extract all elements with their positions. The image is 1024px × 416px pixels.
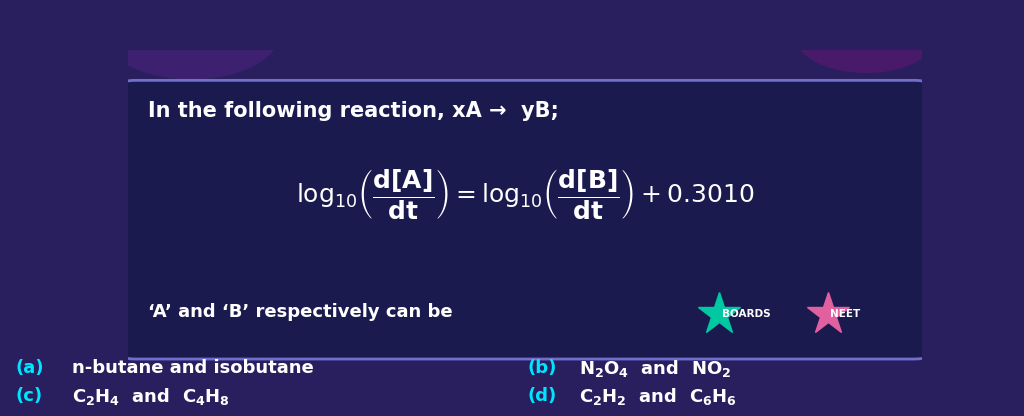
FancyBboxPatch shape [116, 80, 934, 359]
Text: In the following reaction, xA →  yB;: In the following reaction, xA → yB; [147, 101, 559, 121]
Text: (b): (b) [527, 359, 557, 377]
Text: (d): (d) [527, 387, 557, 405]
Text: BOARDS: BOARDS [722, 309, 770, 319]
Text: n-butane and isobutane: n-butane and isobutane [72, 359, 313, 377]
Text: $\mathbf{C_2H_4}$  and  $\mathbf{C_4H_8}$: $\mathbf{C_2H_4}$ and $\mathbf{C_4H_8}$ [72, 386, 229, 406]
Text: $\mathbf{C_2H_2}$  and  $\mathbf{C_6H_6}$: $\mathbf{C_2H_2}$ and $\mathbf{C_6H_6}$ [579, 386, 736, 406]
Text: (a): (a) [15, 359, 44, 377]
Ellipse shape [795, 0, 938, 72]
Text: $\mathbf{N_2O_4}$  and  $\mathbf{NO_2}$: $\mathbf{N_2O_4}$ and $\mathbf{NO_2}$ [579, 358, 731, 379]
Text: ‘A’ and ‘B’ respectively can be: ‘A’ and ‘B’ respectively can be [147, 303, 453, 321]
Ellipse shape [104, 0, 279, 79]
Text: (c): (c) [15, 387, 42, 405]
Text: NEET: NEET [830, 309, 860, 319]
Text: $\log_{10}\!\left(\dfrac{\mathbf{d[A]}}{\mathbf{dt}}\right)= \log_{10}\!\left(\d: $\log_{10}\!\left(\dfrac{\mathbf{d[A]}}{… [296, 167, 754, 221]
